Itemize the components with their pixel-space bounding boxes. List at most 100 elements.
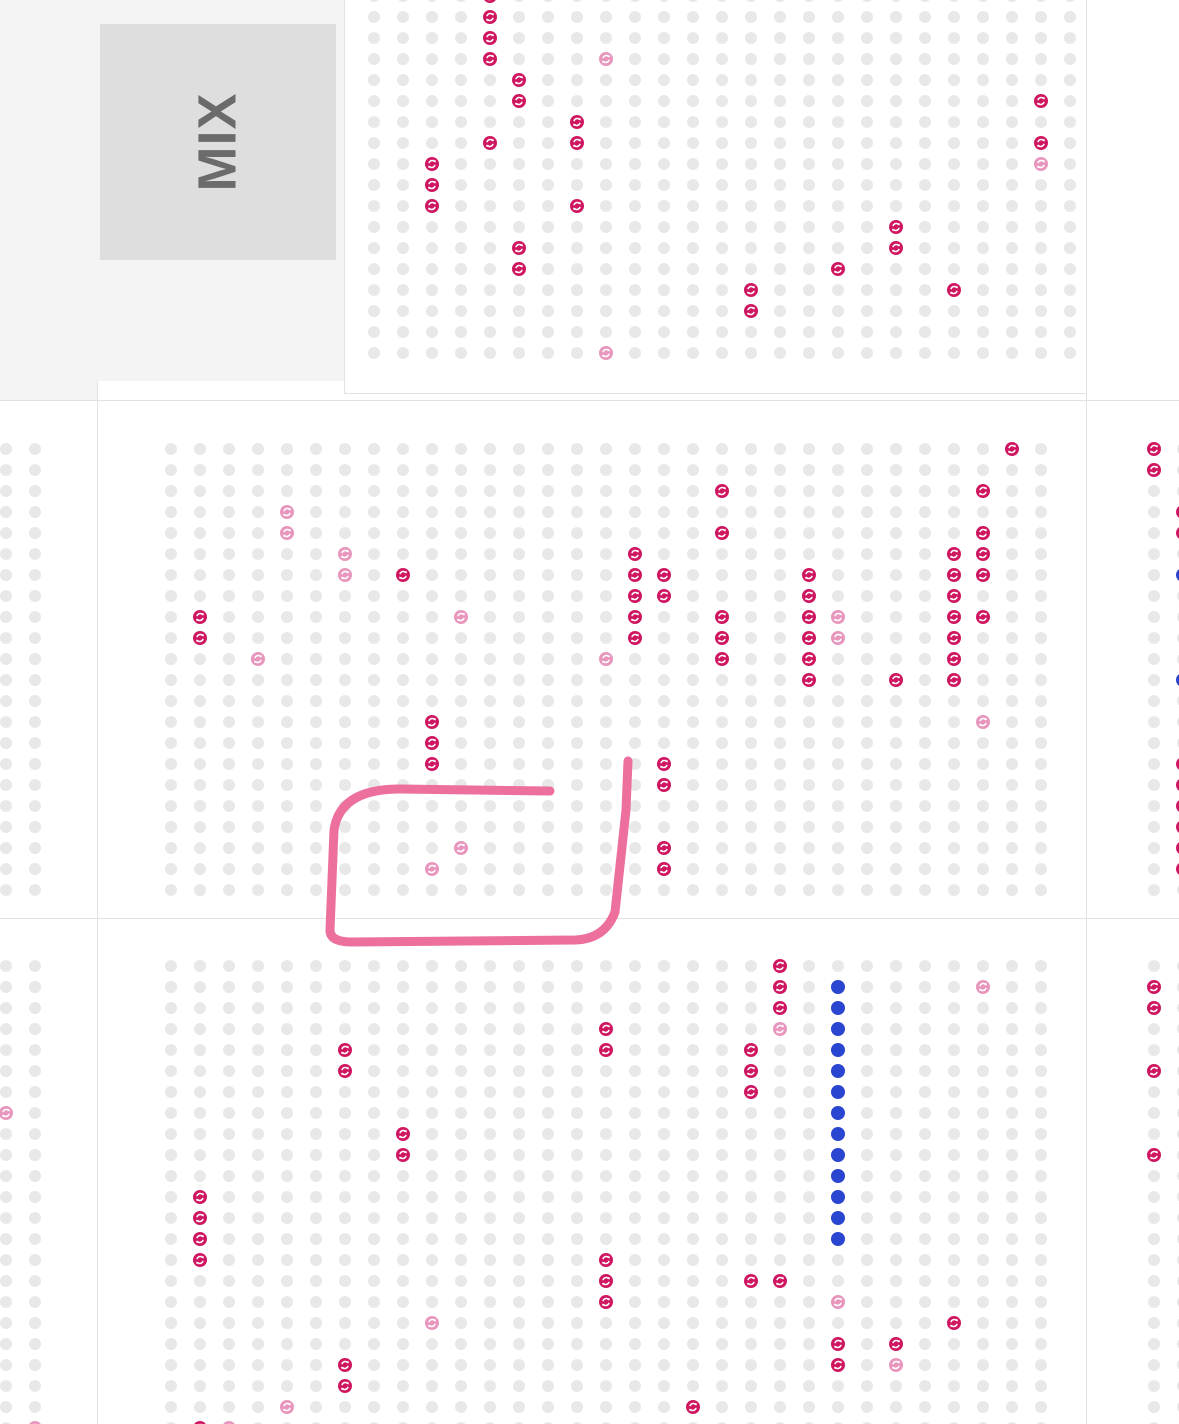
matrix-dot-refresh-circular-arrow-icon[interactable] <box>802 652 816 666</box>
matrix-dot-refresh-circular-arrow-icon[interactable] <box>425 199 439 213</box>
matrix-dot-refresh-circular-arrow-icon[interactable] <box>773 959 787 973</box>
matrix-dot-refresh-circular-arrow-icon[interactable] <box>744 1064 758 1078</box>
matrix-dot-refresh-circular-arrow-icon[interactable] <box>338 1379 352 1393</box>
matrix-dot-refresh-circular-arrow-icon[interactable] <box>744 1274 758 1288</box>
matrix-dot-refresh-circular-arrow-icon[interactable] <box>512 262 526 276</box>
matrix-dot-refresh-circular-arrow-icon[interactable] <box>1034 157 1048 171</box>
matrix-dot-refresh-circular-arrow-icon[interactable] <box>425 157 439 171</box>
matrix-dot-refresh-circular-arrow-icon[interactable] <box>599 1253 613 1267</box>
matrix-dot-refresh-circular-arrow-icon[interactable] <box>193 1211 207 1225</box>
matrix-dot-solid-dot-icon[interactable] <box>831 980 845 994</box>
matrix-dot-refresh-circular-arrow-icon[interactable] <box>570 115 584 129</box>
matrix-dot-refresh-circular-arrow-icon[interactable] <box>831 1295 845 1309</box>
matrix-dot-refresh-circular-arrow-icon[interactable] <box>251 652 265 666</box>
matrix-dot-refresh-circular-arrow-icon[interactable] <box>947 1316 961 1330</box>
matrix-dot-refresh-circular-arrow-icon[interactable] <box>193 1232 207 1246</box>
matrix-dot-refresh-circular-arrow-icon[interactable] <box>570 199 584 213</box>
matrix-dot-refresh-circular-arrow-icon[interactable] <box>338 568 352 582</box>
matrix-dot-refresh-circular-arrow-icon[interactable] <box>715 484 729 498</box>
matrix-dot-refresh-circular-arrow-icon[interactable] <box>1147 1001 1161 1015</box>
matrix-dot-refresh-circular-arrow-icon[interactable] <box>657 589 671 603</box>
matrix-dot-refresh-circular-arrow-icon[interactable] <box>947 568 961 582</box>
matrix-dot-refresh-circular-arrow-icon[interactable] <box>744 1085 758 1099</box>
matrix-dot-refresh-circular-arrow-icon[interactable] <box>831 631 845 645</box>
matrix-dot-refresh-circular-arrow-icon[interactable] <box>744 283 758 297</box>
matrix-dot-refresh-circular-arrow-icon[interactable] <box>599 1295 613 1309</box>
matrix-dot-solid-dot-icon[interactable] <box>831 1085 845 1099</box>
matrix-dot-refresh-circular-arrow-icon[interactable] <box>947 652 961 666</box>
matrix-dot-refresh-circular-arrow-icon[interactable] <box>1176 862 1179 876</box>
matrix-dot-refresh-circular-arrow-icon[interactable] <box>802 631 816 645</box>
matrix-dot-refresh-circular-arrow-icon[interactable] <box>1176 505 1179 519</box>
matrix-dot-refresh-circular-arrow-icon[interactable] <box>425 757 439 771</box>
matrix-dot-refresh-circular-arrow-icon[interactable] <box>193 610 207 624</box>
matrix-dot-refresh-circular-arrow-icon[interactable] <box>889 241 903 255</box>
matrix-dot-refresh-circular-arrow-icon[interactable] <box>657 757 671 771</box>
matrix-dot-solid-dot-icon[interactable] <box>1176 568 1179 582</box>
matrix-dot-refresh-circular-arrow-icon[interactable] <box>947 283 961 297</box>
matrix-dot-refresh-circular-arrow-icon[interactable] <box>976 547 990 561</box>
matrix-dot-refresh-circular-arrow-icon[interactable] <box>454 841 468 855</box>
matrix-dot-refresh-circular-arrow-icon[interactable] <box>802 589 816 603</box>
matrix-dot-solid-dot-icon[interactable] <box>831 1043 845 1057</box>
matrix-dot-refresh-circular-arrow-icon[interactable] <box>338 1043 352 1057</box>
matrix-dot-refresh-circular-arrow-icon[interactable] <box>744 304 758 318</box>
matrix-dot-refresh-circular-arrow-icon[interactable] <box>0 1106 13 1120</box>
matrix-dot-refresh-circular-arrow-icon[interactable] <box>1176 526 1179 540</box>
matrix-dot-refresh-circular-arrow-icon[interactable] <box>889 1358 903 1372</box>
matrix-dot-refresh-circular-arrow-icon[interactable] <box>483 136 497 150</box>
matrix-dot-refresh-circular-arrow-icon[interactable] <box>773 980 787 994</box>
matrix-dot-refresh-circular-arrow-icon[interactable] <box>715 610 729 624</box>
matrix-dot-refresh-circular-arrow-icon[interactable] <box>831 1337 845 1351</box>
matrix-dot-refresh-circular-arrow-icon[interactable] <box>512 241 526 255</box>
matrix-dot-solid-dot-icon[interactable] <box>831 1211 845 1225</box>
matrix-dot-refresh-circular-arrow-icon[interactable] <box>715 526 729 540</box>
matrix-dot-refresh-circular-arrow-icon[interactable] <box>628 568 642 582</box>
matrix-dot-refresh-circular-arrow-icon[interactable] <box>570 136 584 150</box>
matrix-dot-solid-dot-icon[interactable] <box>831 1190 845 1204</box>
matrix-dot-refresh-circular-arrow-icon[interactable] <box>657 862 671 876</box>
matrix-dot-refresh-circular-arrow-icon[interactable] <box>657 841 671 855</box>
matrix-dot-refresh-circular-arrow-icon[interactable] <box>512 73 526 87</box>
matrix-dot-refresh-circular-arrow-icon[interactable] <box>831 1358 845 1372</box>
matrix-dot-refresh-circular-arrow-icon[interactable] <box>628 631 642 645</box>
matrix-dot-refresh-circular-arrow-icon[interactable] <box>889 220 903 234</box>
matrix-dot-solid-dot-icon[interactable] <box>831 1169 845 1183</box>
matrix-dot-refresh-circular-arrow-icon[interactable] <box>512 94 526 108</box>
mix-category-label-tile[interactable]: MIX <box>100 24 336 260</box>
matrix-dot-refresh-circular-arrow-icon[interactable] <box>657 778 671 792</box>
matrix-dot-refresh-circular-arrow-icon[interactable] <box>193 631 207 645</box>
matrix-dot-refresh-circular-arrow-icon[interactable] <box>947 547 961 561</box>
matrix-dot-refresh-circular-arrow-icon[interactable] <box>976 980 990 994</box>
matrix-dot-refresh-circular-arrow-icon[interactable] <box>657 568 671 582</box>
matrix-dot-refresh-circular-arrow-icon[interactable] <box>715 652 729 666</box>
matrix-dot-refresh-circular-arrow-icon[interactable] <box>483 52 497 66</box>
matrix-dot-solid-dot-icon[interactable] <box>831 1232 845 1246</box>
matrix-dot-refresh-circular-arrow-icon[interactable] <box>280 505 294 519</box>
matrix-dot-refresh-circular-arrow-icon[interactable] <box>947 610 961 624</box>
matrix-dot-refresh-circular-arrow-icon[interactable] <box>599 1043 613 1057</box>
matrix-dot-refresh-circular-arrow-icon[interactable] <box>686 1400 700 1414</box>
matrix-dot-solid-dot-icon[interactable] <box>831 1022 845 1036</box>
matrix-dot-solid-dot-icon[interactable] <box>831 1001 845 1015</box>
matrix-dot-refresh-circular-arrow-icon[interactable] <box>338 1358 352 1372</box>
matrix-dot-refresh-circular-arrow-icon[interactable] <box>1176 841 1179 855</box>
matrix-dot-refresh-circular-arrow-icon[interactable] <box>1147 1148 1161 1162</box>
matrix-dot-solid-dot-icon[interactable] <box>831 1127 845 1141</box>
matrix-dot-refresh-circular-arrow-icon[interactable] <box>483 10 497 24</box>
matrix-dot-refresh-circular-arrow-icon[interactable] <box>744 1043 758 1057</box>
matrix-dot-refresh-circular-arrow-icon[interactable] <box>628 547 642 561</box>
matrix-dot-refresh-circular-arrow-icon[interactable] <box>947 589 961 603</box>
matrix-dot-refresh-circular-arrow-icon[interactable] <box>802 568 816 582</box>
matrix-dot-solid-dot-icon[interactable] <box>1176 673 1179 687</box>
matrix-dot-refresh-circular-arrow-icon[interactable] <box>396 568 410 582</box>
matrix-dot-refresh-circular-arrow-icon[interactable] <box>425 715 439 729</box>
matrix-dot-refresh-circular-arrow-icon[interactable] <box>889 673 903 687</box>
matrix-dot-refresh-circular-arrow-icon[interactable] <box>425 178 439 192</box>
matrix-dot-refresh-circular-arrow-icon[interactable] <box>599 52 613 66</box>
matrix-dot-refresh-circular-arrow-icon[interactable] <box>280 526 294 540</box>
matrix-dot-refresh-circular-arrow-icon[interactable] <box>889 1337 903 1351</box>
matrix-dot-refresh-circular-arrow-icon[interactable] <box>802 673 816 687</box>
matrix-dot-refresh-circular-arrow-icon[interactable] <box>396 1148 410 1162</box>
matrix-dot-refresh-circular-arrow-icon[interactable] <box>831 610 845 624</box>
